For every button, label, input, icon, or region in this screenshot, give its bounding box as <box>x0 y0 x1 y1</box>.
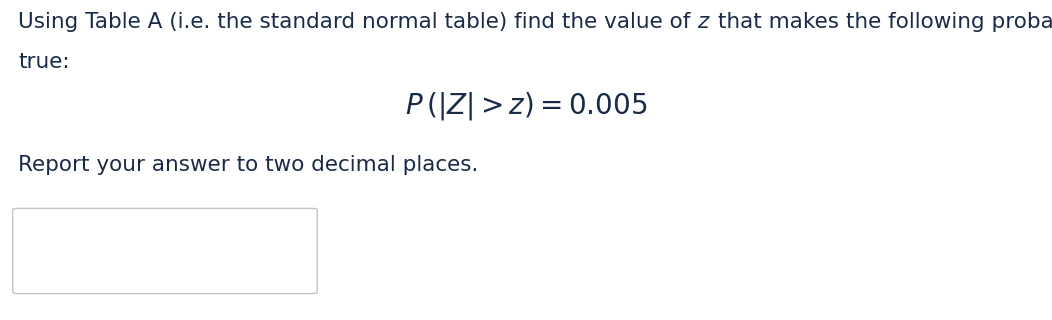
Text: Report your answer to two decimal places.: Report your answer to two decimal places… <box>18 155 479 175</box>
Text: true:: true: <box>18 52 69 72</box>
Text: $P\,(|Z| > z) = 0.005$: $P\,(|Z| > z) = 0.005$ <box>405 90 647 122</box>
FancyBboxPatch shape <box>13 208 318 294</box>
Text: Using Table A (i.e. the standard normal table) find the value of: Using Table A (i.e. the standard normal … <box>18 12 697 32</box>
Text: $z$: $z$ <box>697 12 711 32</box>
Text: that makes the following probability: that makes the following probability <box>711 12 1052 32</box>
